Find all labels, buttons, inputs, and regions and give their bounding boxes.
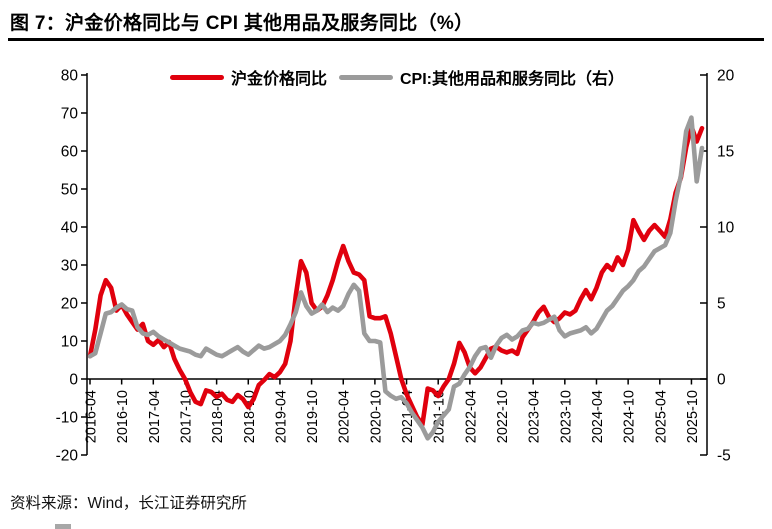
left-axis-tick-label: 10 (61, 334, 79, 351)
series-line-gold (87, 124, 705, 427)
figure-title: 图 7：沪金价格同比与 CPI 其他用品及服务同比（%） (10, 13, 474, 34)
left-axis-tick-label: 20 (61, 296, 79, 313)
x-axis-tick-label: 2019-04 (273, 390, 289, 443)
cpi-line-swatch-icon (339, 74, 393, 80)
x-axis-tick-label: 2023-04 (527, 390, 543, 443)
x-axis-tick-label: 2023-10 (558, 390, 574, 443)
right-axis-tick-label: 0 (717, 372, 726, 389)
x-axis-tick-label: 2024-10 (622, 390, 638, 443)
left-axis-tick-label: 60 (61, 144, 79, 161)
x-axis-tick-label: 2017-10 (178, 390, 194, 443)
legend-entry-cpi: CPI:其他用品和服务同比（右） (339, 65, 624, 89)
x-axis-tick-label: 2022-10 (495, 390, 511, 443)
chart-legend: 沪金价格同比 CPI:其他用品和服务同比（右） (87, 64, 707, 90)
x-axis-tick-label: 2024-04 (590, 390, 606, 443)
left-axis-tick-label: 50 (61, 182, 79, 199)
left-axis-tick-label: 30 (61, 258, 79, 275)
right-axis-tick-label: 10 (717, 220, 735, 237)
legend-label-cpi: CPI:其他用品和服务同比（右） (400, 71, 625, 88)
left-axis-tick-label: 80 (61, 68, 79, 85)
title-divider (8, 38, 764, 41)
left-axis-tick-label: 0 (69, 372, 78, 389)
right-axis-tick-label: 15 (717, 144, 734, 161)
legend-entry-gold: 沪金价格同比 (169, 65, 327, 89)
x-axis-tick-label: 2025-10 (685, 390, 701, 443)
x-axis-tick-label: 2016-04 (84, 390, 100, 443)
legend-label-gold: 沪金价格同比 (230, 71, 327, 88)
source-note: 资料来源：Wind，长江证券研究所 (10, 495, 247, 512)
left-axis-tick-label: 40 (61, 220, 79, 237)
cropped-next-section-sliver (55, 524, 71, 529)
x-axis-tick-label: 2019-10 (305, 390, 321, 443)
left-axis-tick-label: -20 (56, 448, 79, 465)
x-axis-tick-label: 2022-04 (463, 390, 479, 443)
left-axis-tick-label: 70 (61, 106, 79, 123)
gold-line-swatch-icon (169, 74, 224, 80)
x-axis-tick-label: 2017-04 (147, 390, 163, 443)
x-axis-tick-label: 2020-10 (368, 390, 384, 443)
series-line-cpi (87, 115, 705, 441)
right-axis-tick-label: 5 (717, 296, 726, 313)
x-axis-tick-label: 2016-10 (115, 390, 131, 443)
x-axis-tick-label: 2018-04 (210, 390, 226, 443)
x-axis-tick-label: 2025-04 (653, 390, 669, 443)
right-axis-tick-label: -5 (717, 448, 731, 465)
left-axis-tick-label: -10 (56, 410, 79, 427)
x-axis-tick-label: 2020-04 (337, 390, 353, 443)
right-axis-tick-label: 20 (717, 68, 735, 85)
